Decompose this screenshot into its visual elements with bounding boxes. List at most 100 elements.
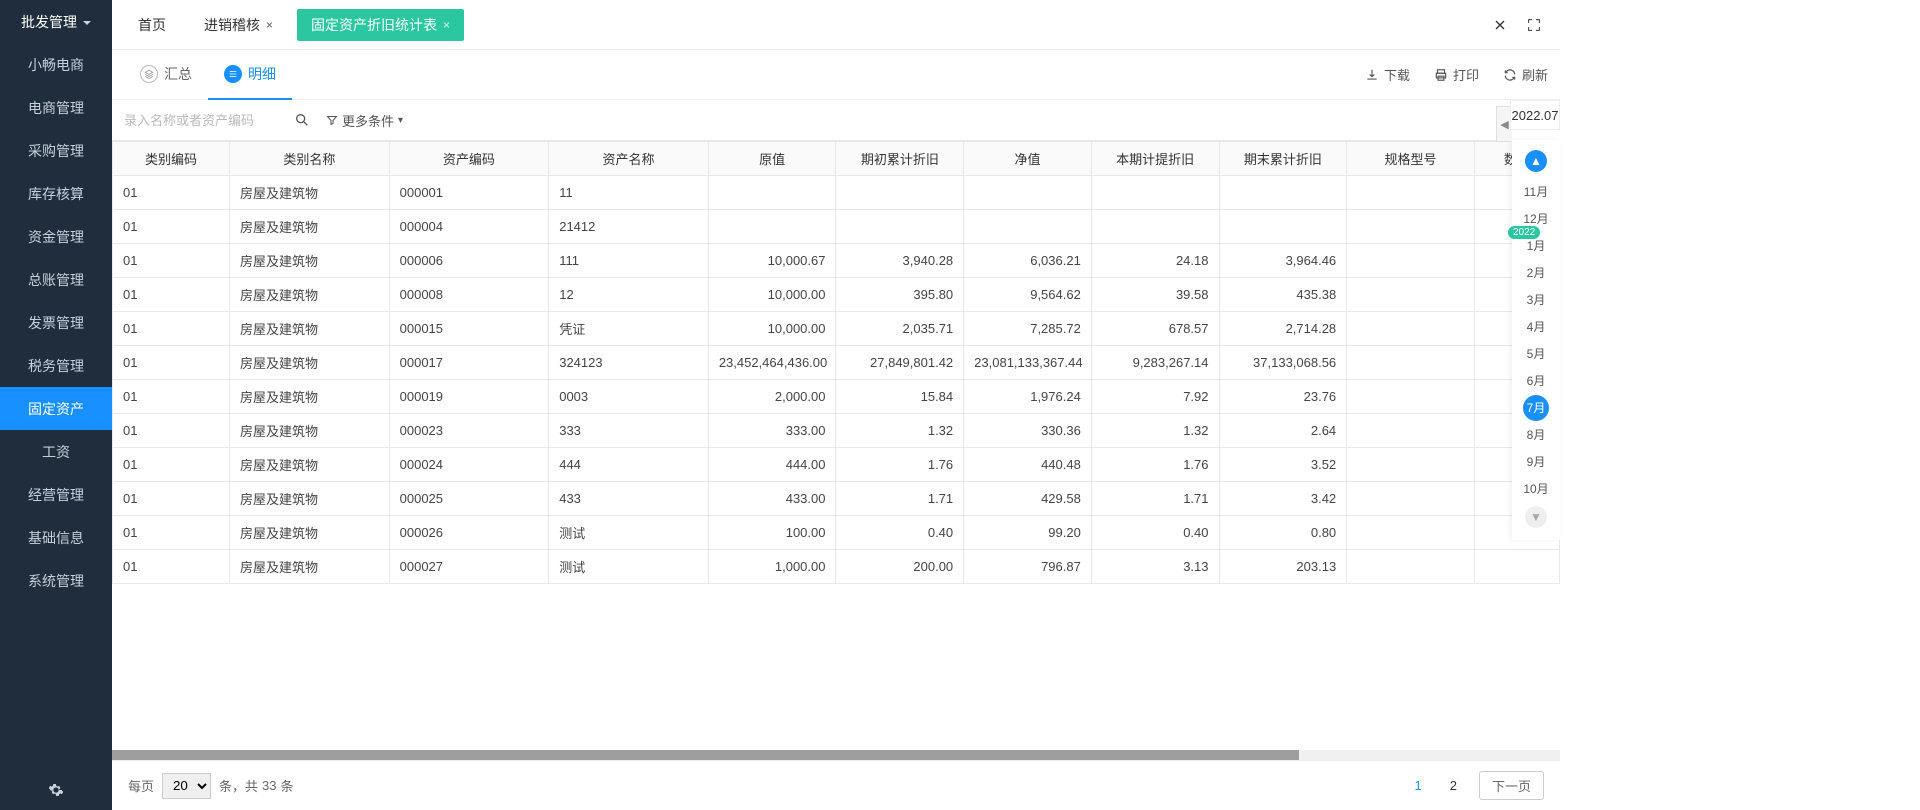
- cell: 99.20: [964, 516, 1092, 550]
- tab-close-icon[interactable]: ×: [266, 18, 273, 32]
- month-item[interactable]: 7月: [1512, 394, 1560, 421]
- column-header[interactable]: 规格型号: [1347, 142, 1475, 176]
- settings-gear[interactable]: [0, 770, 112, 810]
- h-scrollbar-thumb[interactable]: [112, 750, 1299, 760]
- table-row[interactable]: 01房屋及建筑物000015凭证10,000.002,035.717,285.7…: [113, 312, 1560, 346]
- page-number[interactable]: 2: [1444, 776, 1463, 795]
- table-row[interactable]: 01房屋及建筑物00000421412: [113, 210, 1560, 244]
- sidebar-item[interactable]: 小畅电商: [0, 43, 112, 86]
- month-item[interactable]: 4月: [1512, 313, 1560, 340]
- cell: 01: [113, 482, 230, 516]
- month-item[interactable]: 11月: [1512, 178, 1560, 205]
- month-item[interactable]: 8月: [1512, 421, 1560, 448]
- close-all-icon[interactable]: [1492, 17, 1508, 33]
- cell: 01: [113, 278, 230, 312]
- subtab[interactable]: 明细: [208, 50, 292, 100]
- more-filters[interactable]: 更多条件 ▾: [326, 111, 403, 130]
- column-header[interactable]: 资产名称: [549, 142, 709, 176]
- column-header[interactable]: 期初累计折旧: [836, 142, 964, 176]
- sidebar-item[interactable]: 固定资产: [0, 387, 112, 430]
- sidebar-item[interactable]: 总账管理: [0, 258, 112, 301]
- subtab-label: 汇总: [164, 64, 192, 84]
- cell: [1347, 448, 1475, 482]
- cell: 房屋及建筑物: [230, 176, 390, 210]
- sidebar-head[interactable]: 批发管理: [0, 0, 112, 43]
- page-number[interactable]: 1: [1409, 776, 1428, 795]
- month-label: 10月: [1523, 480, 1548, 497]
- table-row[interactable]: 01房屋及建筑物000026测试100.000.4099.200.400.80: [113, 516, 1560, 550]
- month-item[interactable]: 10月: [1512, 475, 1560, 502]
- cell: 2,714.28: [1219, 312, 1347, 346]
- table-row[interactable]: 01房屋及建筑物000027测试1,000.00200.00796.873.13…: [113, 550, 1560, 584]
- sidebar-item[interactable]: 基础信息: [0, 516, 112, 559]
- month-scroll-down[interactable]: ▼: [1525, 506, 1547, 528]
- cell: 01: [113, 210, 230, 244]
- sidebar-item[interactable]: 系统管理: [0, 559, 112, 602]
- cell: 3,964.46: [1219, 244, 1347, 278]
- date-current: 2022.07: [1510, 100, 1560, 130]
- column-header[interactable]: 类别名称: [230, 142, 390, 176]
- sidebar-item[interactable]: 发票管理: [0, 301, 112, 344]
- month-label: 4月: [1527, 318, 1546, 335]
- month-item[interactable]: 5月: [1512, 340, 1560, 367]
- cell: 324123: [549, 346, 709, 380]
- column-header[interactable]: 原值: [708, 142, 836, 176]
- table-wrap[interactable]: 类别编码类别名称资产编码资产名称原值期初累计折旧净值本期计提折旧期末累计折旧规格…: [112, 140, 1560, 750]
- table-row[interactable]: 01房屋及建筑物00000611110,000.673,940.286,036.…: [113, 244, 1560, 278]
- column-header[interactable]: 期末累计折旧: [1219, 142, 1347, 176]
- print-action[interactable]: 打印: [1434, 65, 1479, 84]
- table-row[interactable]: 01房屋及建筑物00001732412323,452,464,436.0027,…: [113, 346, 1560, 380]
- tab[interactable]: 首页: [124, 9, 180, 41]
- cell: 23,452,464,436.00: [708, 346, 836, 380]
- table-row[interactable]: 01房屋及建筑物000024444444.001.76440.481.763.5…: [113, 448, 1560, 482]
- sidebar-item[interactable]: 电商管理: [0, 86, 112, 129]
- month-item[interactable]: 3月: [1512, 286, 1560, 313]
- cell: [1347, 176, 1475, 210]
- fullscreen-icon[interactable]: [1526, 17, 1542, 33]
- month-item[interactable]: 9月: [1512, 448, 1560, 475]
- sidebar-item[interactable]: 资金管理: [0, 215, 112, 258]
- cell: 10,000.00: [708, 278, 836, 312]
- filter-row: 更多条件 ▾: [112, 100, 1560, 140]
- h-scrollbar[interactable]: [112, 750, 1560, 760]
- refresh-action[interactable]: 刷新: [1503, 65, 1548, 84]
- month-item[interactable]: 6月: [1512, 367, 1560, 394]
- download-action[interactable]: 下载: [1365, 65, 1410, 84]
- month-scroll-up[interactable]: ▲: [1525, 150, 1547, 172]
- sidebar-item[interactable]: 库存核算: [0, 172, 112, 215]
- column-header[interactable]: 资产编码: [389, 142, 549, 176]
- table-row[interactable]: 01房屋及建筑物00000111: [113, 176, 1560, 210]
- cell: 01: [113, 550, 230, 584]
- cell: 3.52: [1219, 448, 1347, 482]
- subtab[interactable]: 汇总: [124, 50, 208, 100]
- sidebar-item[interactable]: 工资: [0, 430, 112, 473]
- sidebar-item[interactable]: 税务管理: [0, 344, 112, 387]
- table-row[interactable]: 01房屋及建筑物000023333333.001.32330.361.322.6…: [113, 414, 1560, 448]
- table-row[interactable]: 01房屋及建筑物0000081210,000.00395.809,564.623…: [113, 278, 1560, 312]
- cell: 10,000.00: [708, 312, 836, 346]
- cell: 000023: [389, 414, 549, 448]
- cell: [708, 176, 836, 210]
- table-row[interactable]: 01房屋及建筑物000025433433.001.71429.581.713.4…: [113, 482, 1560, 516]
- cell: 444.00: [708, 448, 836, 482]
- table-row[interactable]: 01房屋及建筑物00001900032,000.0015.841,976.247…: [113, 380, 1560, 414]
- cell: 01: [113, 414, 230, 448]
- month-item[interactable]: 2月: [1512, 259, 1560, 286]
- search-input[interactable]: [124, 113, 284, 128]
- tab[interactable]: 进销稽核×: [190, 9, 287, 41]
- next-page-button[interactable]: 下一页: [1479, 771, 1544, 800]
- sidebar-item[interactable]: 采购管理: [0, 129, 112, 172]
- sidebar-item[interactable]: 经营管理: [0, 473, 112, 516]
- tab[interactable]: 固定资产折旧统计表×: [297, 9, 464, 41]
- cell: 203.13: [1219, 550, 1347, 584]
- column-header[interactable]: 类别编码: [113, 142, 230, 176]
- filter-icon: [326, 114, 338, 126]
- column-header[interactable]: 净值: [964, 142, 1092, 176]
- cell: 1.76: [836, 448, 964, 482]
- tab-close-icon[interactable]: ×: [443, 18, 450, 32]
- cell: 2,035.71: [836, 312, 964, 346]
- per-page-select[interactable]: 20: [162, 773, 211, 799]
- column-header[interactable]: 本期计提折旧: [1091, 142, 1219, 176]
- cell: 000026: [389, 516, 549, 550]
- search-icon[interactable]: [294, 112, 310, 128]
